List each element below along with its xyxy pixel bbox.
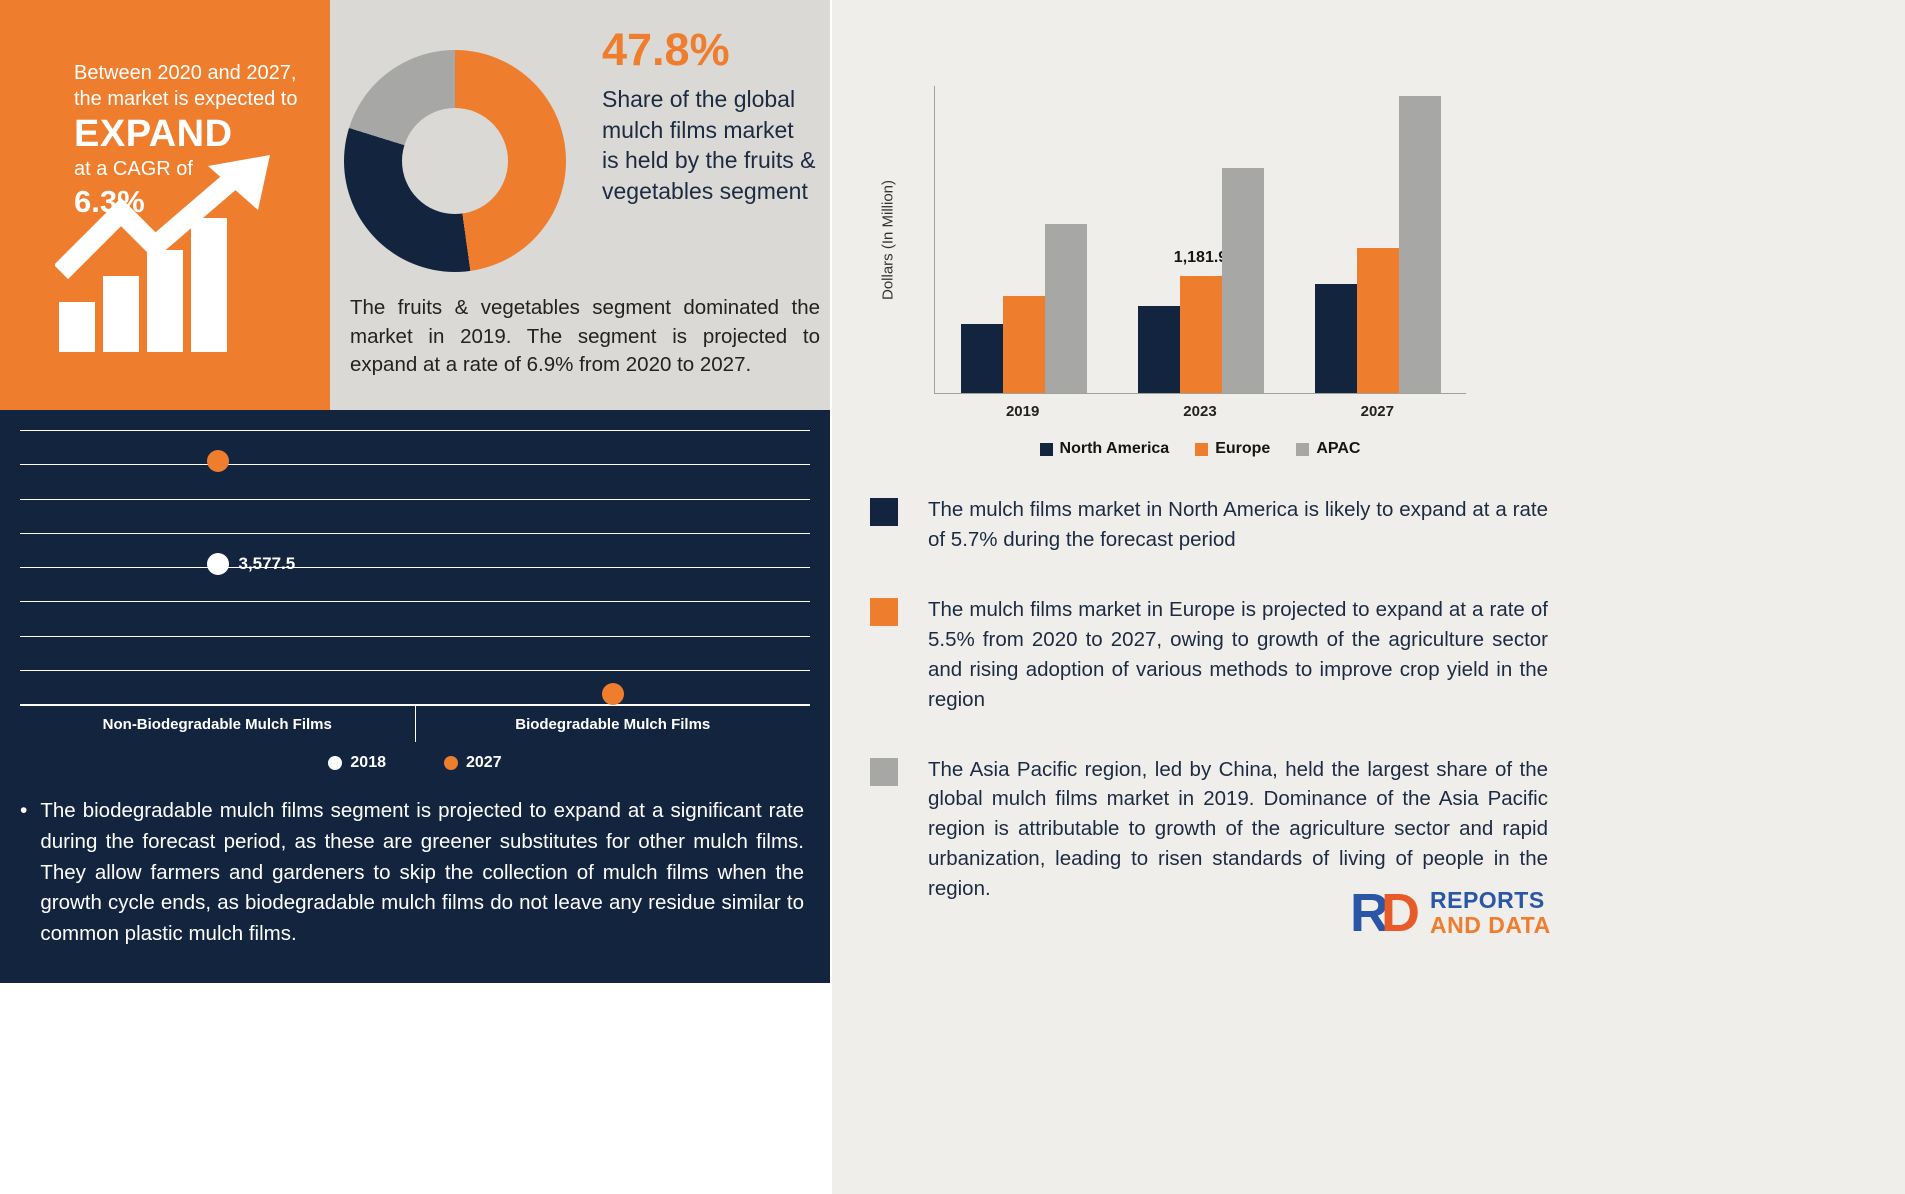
cagr-intro-line3: at a CAGR of — [74, 158, 193, 181]
bullet-marker: • — [20, 799, 28, 822]
gridline — [20, 464, 810, 466]
region-bullet-square — [870, 597, 898, 626]
legend-item-europe: Europe — [1195, 440, 1270, 458]
bar-north-america-2019 — [960, 323, 1003, 393]
legend-label: APAC — [1316, 440, 1361, 457]
segment-donut — [344, 50, 566, 272]
biodegradable-bullet: • The biodegradable mulch films segment … — [20, 796, 810, 950]
bar-europe-2023: 1,181.9 — [1174, 249, 1227, 393]
legend-dot — [444, 756, 458, 770]
bar-north-america-2027 — [1314, 284, 1357, 393]
legend-item-north-america: North America — [1039, 440, 1170, 458]
logo-text-bottom: AND DATA — [1430, 912, 1551, 938]
gridline — [20, 601, 810, 603]
legend-swatch — [1039, 442, 1053, 456]
bar-plot-area: 1,181.9 — [934, 86, 1466, 394]
donut-hole — [401, 107, 509, 215]
legend-label: 2027 — [466, 754, 502, 771]
share-percent: 47.8% — [602, 24, 730, 75]
legend-label: Europe — [1215, 440, 1271, 457]
segment-paragraph: The fruits & vegetables segment dominate… — [350, 296, 820, 377]
logo-mark-r: R — [1350, 883, 1389, 943]
bar-europe-2027 — [1356, 248, 1399, 393]
data-point-2027 — [601, 683, 624, 706]
region-bullet-europe: The mulch films market in Europe is proj… — [870, 595, 1548, 715]
bar-value-label: 1,181.9 — [1173, 248, 1228, 266]
region-bullet-square — [870, 498, 898, 526]
region-bullet-square — [870, 757, 898, 786]
type-comparison-panel: 3,577.5 Non-Biodegradable Mulch Films Bio… — [0, 410, 830, 983]
legend-dot — [328, 756, 343, 770]
bar-legend: North America Europe APAC — [934, 440, 1466, 458]
logo-wordmark: REPORTS AND DATA — [1430, 888, 1551, 938]
bar-chart: Dollars (In Million) 1,181.9 2019 2023 202… — [880, 86, 1466, 420]
region-bullet-north-america: The mulch films market in North America … — [870, 495, 1548, 555]
region-bullet-text: The mulch films market in North America … — [928, 498, 1548, 551]
growth-chart-arrow-icon — [55, 155, 270, 352]
segment-share-panel: 47.8% Share of the global mulch films ma… — [330, 0, 830, 410]
x-axis-category: Biodegradable Mulch Films — [414, 706, 811, 742]
region-bullet-text: The Asia Pacific region, led by China, h… — [928, 757, 1548, 901]
dot-plot-legend: 2018 2027 — [20, 754, 810, 772]
bar-apac-2019 — [1044, 223, 1087, 393]
x-axis-label: 2023 — [1183, 403, 1217, 420]
logo-mark-d: D — [1381, 883, 1420, 943]
gridline — [20, 567, 810, 568]
cagr-intro-line2: the market is expected to — [74, 88, 298, 111]
bar-x-labels: 2019 2023 2027 — [934, 403, 1466, 420]
legend-item-2027: 2027 — [444, 754, 502, 772]
gridline — [20, 498, 810, 500]
gridline — [20, 532, 810, 534]
gridline — [20, 635, 810, 637]
legend-item-apac: APAC — [1296, 440, 1360, 458]
data-point-2018: 3,577.5 — [206, 552, 295, 575]
dot-plot-categories: Non-Biodegradable Mulch Films Biodegradab… — [20, 706, 810, 742]
share-description: Share of the global mulch films market i… — [602, 86, 816, 204]
data-point-2027 — [206, 450, 229, 473]
x-axis-label: 2019 — [1005, 403, 1040, 420]
logo-text-top: REPORTS — [1430, 887, 1545, 914]
bar-group-2027 — [1314, 95, 1441, 393]
bar-apac-2023 — [1221, 168, 1264, 393]
region-bullets: The mulch films market in North America … — [870, 495, 1548, 944]
dot-plot-area: 3,577.5 — [20, 430, 810, 706]
region-bullet-text: The mulch films market in Europe is proj… — [928, 597, 1548, 711]
reports-and-data-logo: R D REPORTS AND DATA — [1350, 882, 1551, 944]
cagr-panel: Between 2020 and 2027, the market is exp… — [0, 0, 330, 410]
bar-group-2019 — [960, 223, 1087, 393]
expand-headline: EXPAND — [74, 112, 233, 155]
bar-group-2023: 1,181.9 — [1137, 168, 1264, 393]
legend-item-2018: 2018 — [328, 754, 386, 772]
legend-label: 2018 — [350, 754, 386, 771]
x-axis-category: Non-Biodegradable Mulch Films — [102, 715, 332, 733]
biodegradable-text: The biodegradable mulch films segment is… — [40, 799, 804, 945]
bar-north-america-2023 — [1137, 305, 1180, 393]
x-axis-label: 2027 — [1360, 403, 1394, 420]
data-point-label: 3,577.5 — [238, 553, 296, 573]
legend-swatch — [1296, 442, 1310, 456]
regional-panel: Dollars (In Million) 1,181.9 2019 2023 202… — [832, 0, 1905, 1194]
gridline — [20, 430, 810, 431]
legend-label: North America — [1059, 440, 1170, 457]
region-bullet-apac: The Asia Pacific region, led by China, h… — [870, 755, 1548, 905]
legend-swatch — [1195, 442, 1209, 456]
bar-europe-2019 — [1002, 295, 1045, 393]
bar-apac-2027 — [1398, 95, 1441, 393]
gridline — [20, 669, 810, 671]
cagr-intro-line1: Between 2020 and 2027, — [74, 62, 297, 84]
bar-y-axis-title: Dollars (In Million) — [879, 179, 897, 301]
